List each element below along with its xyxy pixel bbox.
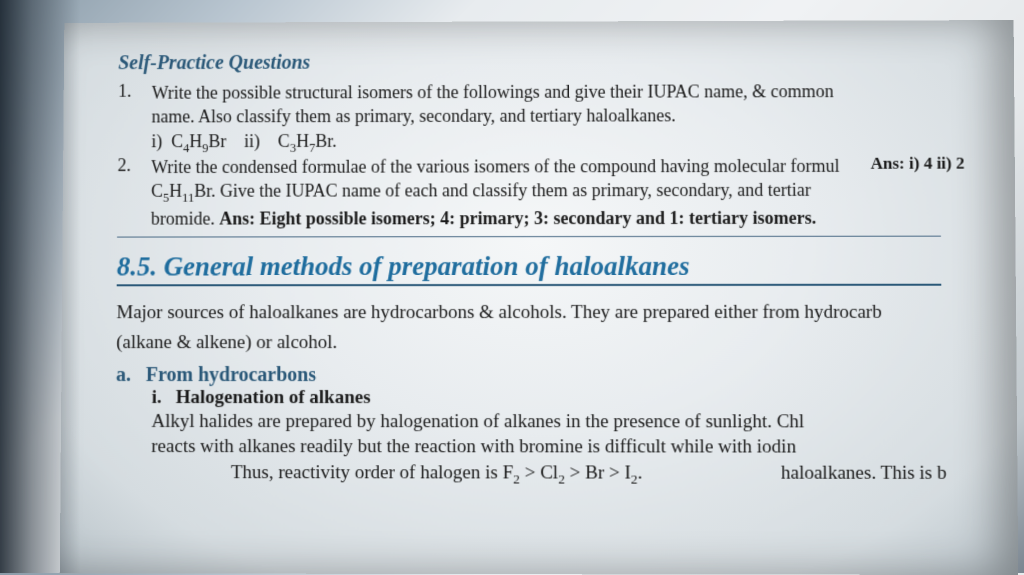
q2-answer: Ans: Eight possible isomers; 4: primary;… — [219, 208, 816, 229]
section-title-text: General methods of preparation of haloal… — [164, 251, 690, 281]
q2-line2: C5H11Br. Give the IUPAC name of each and… — [151, 180, 811, 201]
i-body-3-tail: haloalkanes. This is b — [781, 461, 947, 487]
page-left-shadow — [0, 0, 80, 573]
subsection-i-heading: i. Halogenation of alkanes — [152, 387, 977, 409]
q1-opt-ii-formula: C3H7Br. — [278, 131, 337, 151]
q1-options: i) C4H9Br ii) C3H7Br. — [151, 129, 974, 155]
section-underline — [117, 284, 941, 287]
section-para-1: Major sources of haloalkanes are hydroca… — [116, 300, 975, 326]
i-body-3: Thus, reactivity order of halogen is F2 … — [231, 462, 643, 483]
q2-line1: Write the condensed formulae of the vari… — [151, 156, 840, 177]
q1-opt-i-formula: C4H9Br — [171, 131, 226, 151]
section-number: 8.5. — [117, 252, 157, 282]
question-1: 1. Write the possible structural isomers… — [118, 79, 974, 129]
q1-opt-i-label: i) — [151, 131, 162, 151]
q1-body: Write the possible structural isomers of… — [151, 79, 974, 129]
section-para-2: (alkane & alkene) or alcohol. — [116, 330, 976, 356]
q2-number: 2. — [117, 155, 151, 231]
subsection-a-title: From hydrocarbons — [146, 364, 316, 386]
q1-opt-ii-label: ii) — [244, 131, 260, 151]
q2-line3-pre: bromide. — [151, 209, 220, 229]
i-body-1: Alkyl halides are prepared by halogenati… — [151, 411, 804, 432]
q2-body: Write the condensed formulae of the vari… — [151, 154, 975, 231]
subsection-i-body: Alkyl halides are prepared by halogenati… — [151, 409, 977, 489]
subsection-i-label: i. — [152, 387, 162, 408]
q1-number: 1. — [118, 81, 152, 129]
section-8-5-title: 8.5. General methods of preparation of h… — [117, 251, 976, 283]
q1-line1: Write the possible structural isomers of… — [152, 81, 834, 102]
q1-line2: name. Also classify them as primary, sec… — [152, 106, 676, 127]
question-2: 2. Write the condensed formulae of the v… — [117, 154, 975, 231]
self-practice-heading: Self-Practice Questions — [118, 50, 974, 75]
subsection-a-label: a. — [116, 364, 131, 386]
divider-line — [117, 236, 941, 238]
i-body-2: reacts with alkanes readily but the reac… — [151, 436, 796, 458]
subsection-a: a. From hydrocarbons — [116, 364, 976, 387]
subsection-i-title: Halogenation of alkanes — [176, 387, 371, 408]
textbook-page: Self-Practice Questions 1. Write the pos… — [60, 20, 1018, 575]
